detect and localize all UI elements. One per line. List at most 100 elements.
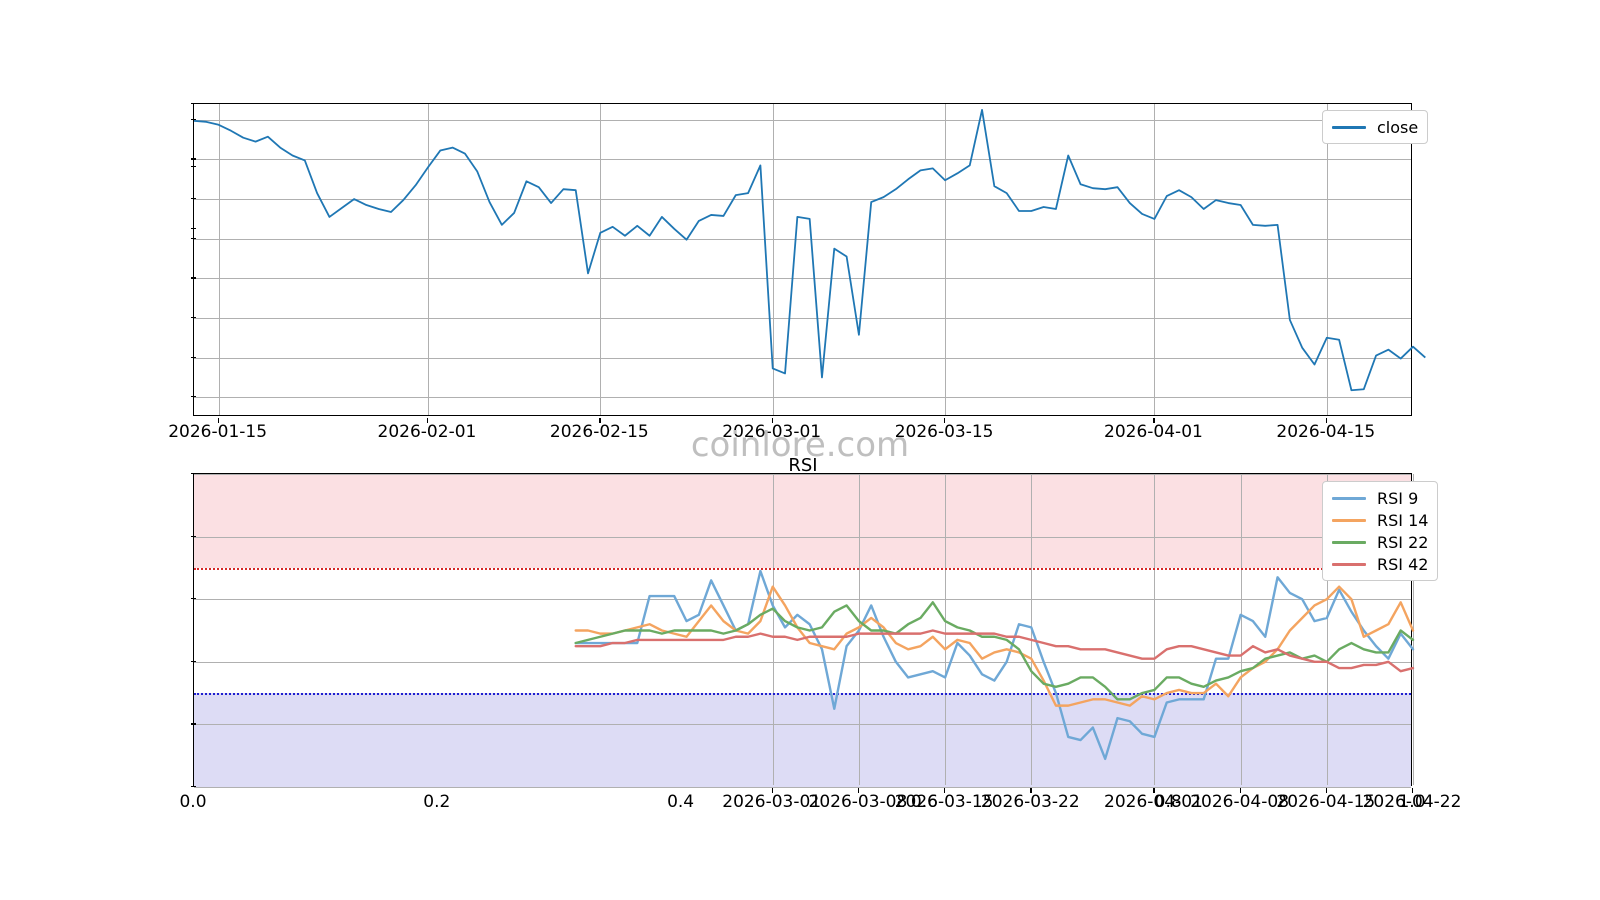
gridline-vertical xyxy=(218,104,220,415)
legend-color-swatch xyxy=(1332,562,1366,566)
gridline-vertical xyxy=(427,104,429,415)
price-plot-area xyxy=(193,103,1426,416)
y-tick-mark xyxy=(191,786,196,788)
gridline-horizontal xyxy=(194,474,1411,475)
x-tick-mark xyxy=(1153,788,1155,793)
legend-label: RSI 9 xyxy=(1377,488,1419,508)
rsi-x-tick-label: 2026-04-22 xyxy=(1362,792,1462,812)
gridline-horizontal xyxy=(194,317,1411,319)
oversold-band xyxy=(194,693,1411,787)
y-tick-mark xyxy=(191,237,196,239)
legend-item[interactable]: RSI 14 xyxy=(1332,509,1428,531)
price-legend[interactable]: close xyxy=(1322,110,1429,144)
overbought-threshold-line xyxy=(194,567,1411,570)
price-x-tick-label: 2026-02-15 xyxy=(549,422,649,442)
watermark: coinlore.com xyxy=(690,425,910,465)
close-price-line xyxy=(193,109,1426,392)
x-tick-mark xyxy=(1325,788,1328,793)
gridline-horizontal xyxy=(194,599,1411,601)
gridline-horizontal xyxy=(194,787,1411,788)
rsi-polyline xyxy=(574,569,1415,761)
x-tick-mark xyxy=(1325,418,1328,423)
x-tick-mark xyxy=(1412,788,1414,793)
x-tick-mark xyxy=(217,418,219,423)
gridline-vertical xyxy=(772,474,774,785)
rsi-x-ghost-tick-label: 0.6 xyxy=(910,792,938,812)
rsi-plot-area xyxy=(193,473,1415,788)
y-tick-mark xyxy=(191,158,196,160)
y-tick-mark xyxy=(191,165,196,167)
gridline-horizontal xyxy=(194,199,1411,201)
oversold-threshold-line xyxy=(194,693,1411,696)
y-tick-mark xyxy=(191,598,196,600)
rsi-polyline xyxy=(574,601,1415,701)
x-tick-mark xyxy=(771,418,773,423)
legend-label: RSI 14 xyxy=(1377,510,1429,530)
gridline-vertical xyxy=(945,104,947,415)
legend-color-swatch xyxy=(1332,125,1366,129)
overbought-band xyxy=(194,474,1411,568)
rsi-x-ghost-tick-label: 1.0 xyxy=(1398,792,1426,812)
y-tick-mark xyxy=(191,660,196,663)
rsi-polyline xyxy=(574,629,1415,673)
gridline-horizontal xyxy=(194,119,1411,121)
y-tick-mark xyxy=(191,103,196,105)
y-tick-mark xyxy=(191,473,196,475)
gridline-horizontal xyxy=(194,661,1411,663)
rsi-x-ghost-tick-label: 0.4 xyxy=(667,792,695,812)
x-tick-mark xyxy=(944,418,946,423)
gridline-horizontal xyxy=(194,724,1411,726)
y-tick-mark xyxy=(191,396,196,398)
x-tick-mark xyxy=(857,788,860,793)
rsi-legend[interactable]: RSI 9 RSI 14 RSI 22 RSI 42 xyxy=(1322,481,1439,581)
price-x-tick-label: 2026-04-15 xyxy=(1276,422,1376,442)
y-tick-mark xyxy=(191,356,196,358)
gridline-vertical xyxy=(1154,104,1156,415)
gridline-horizontal xyxy=(194,238,1411,240)
gridline-vertical xyxy=(1326,474,1328,785)
y-tick-mark xyxy=(191,316,196,319)
rsi-polyline xyxy=(574,585,1415,707)
rsi-x-tick-label: 2026-04-01 xyxy=(1104,792,1203,812)
gridline-horizontal xyxy=(194,397,1411,399)
gridline-vertical xyxy=(1154,474,1156,785)
rsi-series-lines xyxy=(574,569,1415,761)
legend-color-swatch xyxy=(1332,518,1366,522)
price-x-tick-label: 2026-04-01 xyxy=(1104,422,1203,442)
x-tick-mark xyxy=(1030,788,1032,793)
legend-item[interactable]: close xyxy=(1332,116,1418,138)
y-tick-mark xyxy=(191,277,196,279)
rsi-x-ghost-tick-label: 0.0 xyxy=(179,792,207,812)
gridline-horizontal xyxy=(194,278,1411,280)
gridline-horizontal xyxy=(194,357,1411,359)
legend-label: close xyxy=(1377,117,1419,137)
legend-item[interactable]: RSI 22 xyxy=(1332,531,1428,553)
rsi-x-tick-label: 2026-04-15 xyxy=(1276,792,1376,812)
legend-item[interactable]: RSI 9 xyxy=(1332,487,1428,509)
rsi-x-tick-label: 2026-04-08 xyxy=(1190,792,1290,812)
gridline-vertical xyxy=(1326,104,1328,415)
x-tick-mark xyxy=(1239,788,1241,793)
y-tick-mark xyxy=(191,723,196,725)
x-tick-mark xyxy=(426,418,429,423)
rsi-title: RSI xyxy=(788,455,818,476)
gridline-vertical xyxy=(600,104,602,415)
legend-color-swatch xyxy=(1332,496,1366,500)
gridline-vertical xyxy=(1240,474,1242,785)
y-tick-mark xyxy=(191,198,196,200)
rsi-x-tick-label: 2026-03-01 xyxy=(722,792,822,812)
price-x-tick-label: 2026-02-01 xyxy=(377,422,477,442)
rsi-x-ghost-tick-label: 0.8 xyxy=(1154,792,1182,812)
price-x-tick-label: 2026-03-15 xyxy=(894,422,994,442)
gridline-horizontal xyxy=(194,536,1411,538)
price-x-tick-label: 2026-01-15 xyxy=(168,422,268,442)
x-tick-mark xyxy=(944,788,946,793)
legend-item[interactable]: RSI 42 xyxy=(1332,553,1428,575)
close-polyline xyxy=(193,109,1426,392)
y-tick-mark xyxy=(191,228,196,230)
gridline-horizontal xyxy=(194,159,1411,161)
legend-label: RSI 42 xyxy=(1377,554,1429,574)
y-tick-mark xyxy=(191,118,196,121)
y-tick-mark xyxy=(191,535,196,537)
x-tick-mark xyxy=(599,418,601,423)
